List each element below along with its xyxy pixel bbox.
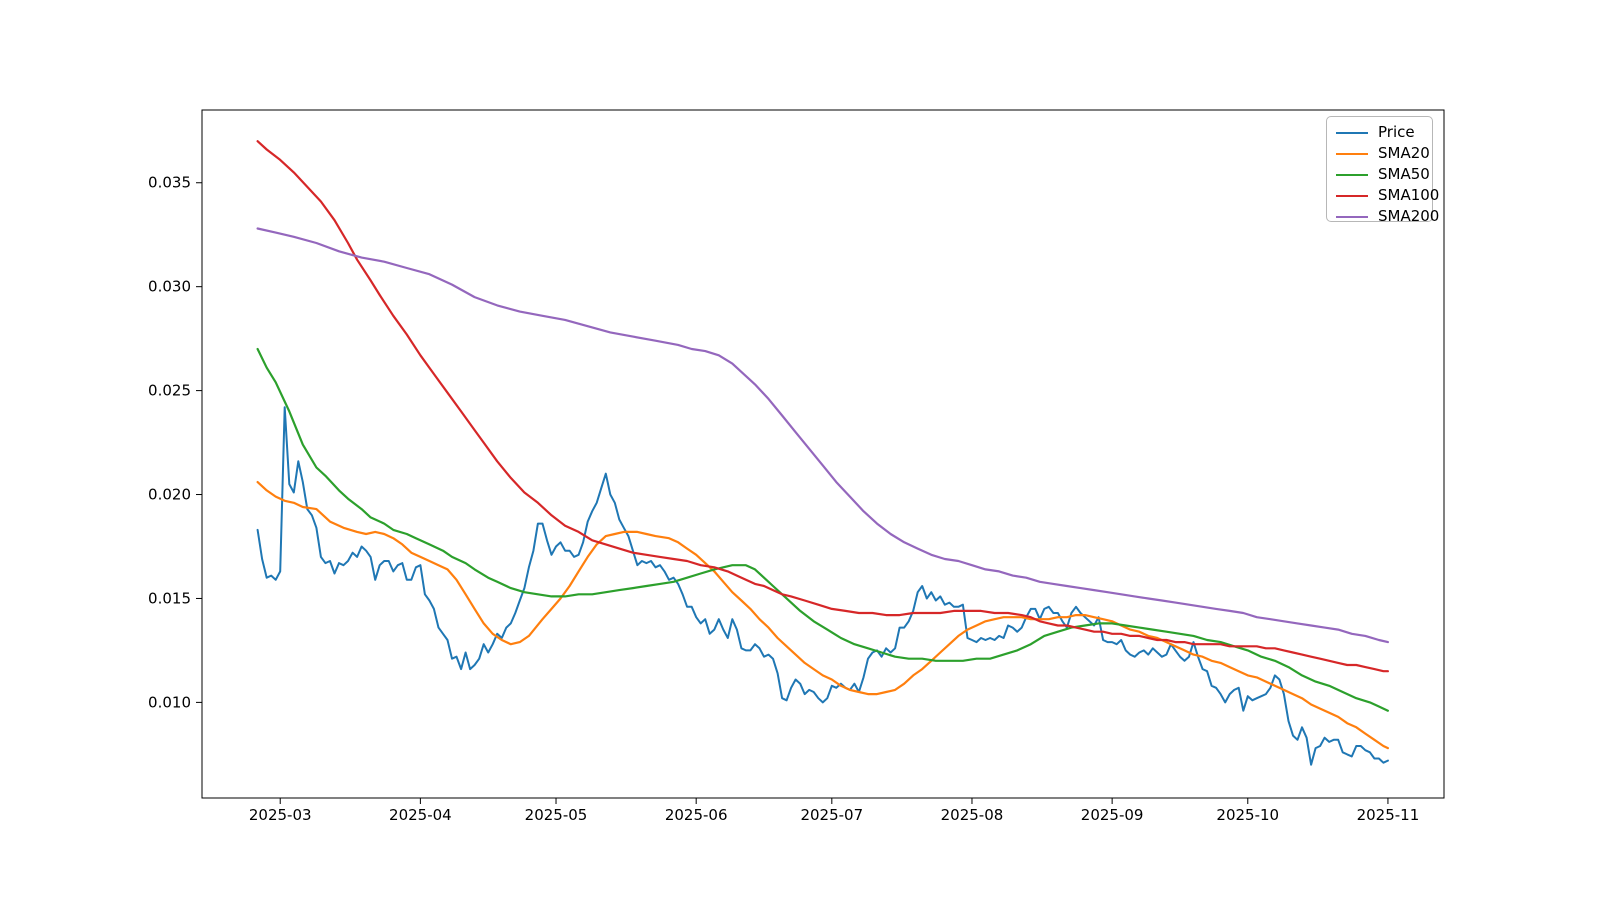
series-lines <box>256 140 1389 766</box>
legend-label: Price <box>1378 123 1415 141</box>
plot-border <box>201 109 1445 799</box>
series-line-price <box>256 406 1389 766</box>
legend-line-sample-sma100 <box>1336 194 1368 197</box>
legend-line-sample-sma50 <box>1336 173 1368 176</box>
legend-item-sma50: SMA50 <box>1327 164 1432 185</box>
y-tick-label: 0.020 <box>148 486 191 504</box>
legend-line-sample-sma200 <box>1336 215 1368 218</box>
legend-label: SMA50 <box>1378 165 1430 183</box>
legend-line-sample-price <box>1336 131 1368 134</box>
x-tick-label: 2025-07 <box>800 806 863 824</box>
legend-item-sma100: SMA100 <box>1327 185 1439 206</box>
x-tick-label: 2025-04 <box>389 806 452 824</box>
x-tick-label: 2025-08 <box>941 806 1004 824</box>
x-tick-label: 2025-09 <box>1081 806 1144 824</box>
legend-item-sma20: SMA20 <box>1327 143 1432 164</box>
y-tick-label: 0.030 <box>148 278 191 296</box>
x-tick-label: 2025-03 <box>249 806 312 824</box>
y-tick-label: 0.015 <box>148 589 191 607</box>
x-tick-label: 2025-06 <box>665 806 728 824</box>
legend-label: SMA100 <box>1378 186 1440 204</box>
x-tick-label: 2025-10 <box>1216 806 1279 824</box>
x-tick-label: 2025-11 <box>1357 806 1420 824</box>
x-axis: 2025-03 2025-04 2025-05 2025-06 2025-07 2025-… <box>249 798 1419 824</box>
series-line-sma50 <box>256 347 1389 712</box>
series-line-sma200 <box>256 227 1389 644</box>
legend-label: SMA200 <box>1378 207 1440 225</box>
y-tick-label: 0.010 <box>148 693 191 711</box>
legend-item-sma200: SMA200 <box>1327 206 1439 227</box>
legend-line-sample-sma20 <box>1336 152 1368 155</box>
series-line-sma100 <box>256 140 1389 673</box>
y-tick-label: 0.025 <box>148 382 191 400</box>
x-tick-label: 2025-05 <box>525 806 588 824</box>
series-line-sma20 <box>256 481 1389 750</box>
y-tick-label: 0.035 <box>148 174 191 192</box>
legend-item-price: Price <box>1327 122 1432 143</box>
legend: Price SMA20 SMA50 SMA100 SMA200 <box>1326 116 1439 225</box>
legend-label: SMA20 <box>1378 144 1430 162</box>
y-axis: 0.035 0.030 0.025 0.020 0.015 0.010 <box>148 174 202 711</box>
